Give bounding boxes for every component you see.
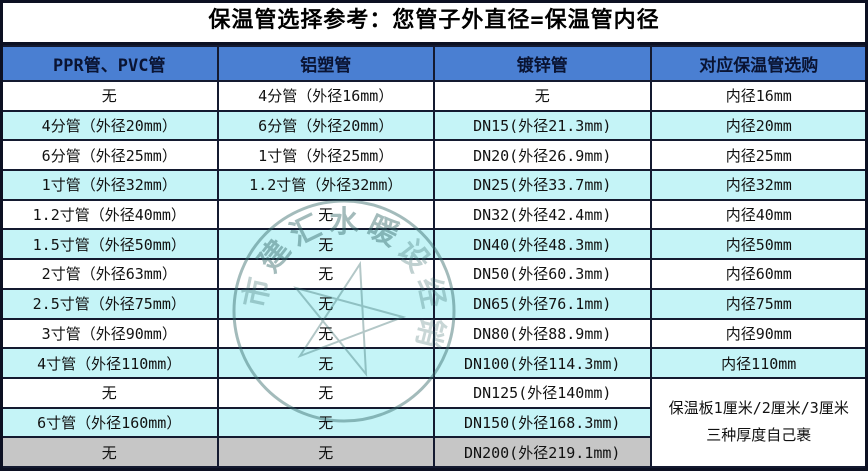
table-row: 无无 DN125(外径140mm) 保温板1厘米/2厘米/3厘米 三种厚度自己裹 (0, 376, 868, 469)
table-cell: 无 (216, 287, 435, 320)
table-cell: DN200(外径219.1mm) (433, 436, 652, 468)
table-row: 2寸管（外径63mm）无 DN50(外径60.3mm) 内径60mm (0, 258, 868, 290)
table-cell: DN32(外径42.4mm) (433, 198, 652, 231)
table-cell: 4寸管（外径110mm） (0, 347, 219, 379)
table-cell: DN40(外径48.3mm) (433, 228, 652, 261)
table-body: 无 4分管（外径16mm）无内径16mm 4分管（外径20mm） 6分管（外径20mm… (0, 80, 868, 469)
table-row: 1寸管（外径32mm） 1.2寸管（外径32mm） DN25(外径33.7mm) 内径… (0, 169, 868, 201)
header-insulation-pipe-selection: 对应保温管选购 (649, 45, 868, 82)
table-cell: 2.5寸管（外径75mm） (0, 287, 219, 320)
table-cell: DN15(外径21.3mm) (433, 109, 652, 142)
table-cell: 内径25mm (649, 139, 868, 172)
table-cell: DN125(外径140mm) (433, 376, 652, 409)
table-cell: 内径20mm (649, 109, 868, 142)
table-cell: 无 (216, 376, 435, 409)
header-ppr-pvc-pipe: PPR管、PVC管 (0, 45, 219, 82)
table-cell: 无 (0, 80, 219, 112)
table-cell: DN80(外径88.9mm) (433, 317, 652, 350)
table-cell: 3寸管（外径90mm） (0, 317, 219, 350)
table-cell: 1.5寸管（外径50mm） (0, 228, 219, 261)
table-cell: 无 (216, 436, 435, 468)
table-row: 6寸管（外径160mm）无 DN150(外径168.3mm) (0, 406, 867, 439)
table-cell: 1.2寸管（外径40mm） (0, 198, 219, 231)
table-cell: 1寸管（外径25mm） (216, 139, 435, 172)
table-cell: 内径50mm (649, 228, 868, 261)
table-row: 2.5寸管（外径75mm）无 DN65(外径76.1mm) 内径75mm (0, 287, 868, 320)
table-row: 无 4分管（外径16mm）无内径16mm (0, 80, 868, 112)
table-cell: 无 (216, 228, 435, 261)
table-cell: 无 (216, 406, 435, 439)
table-cell: 无 (216, 198, 435, 231)
table-cell: 1寸管（外径32mm） (0, 169, 219, 201)
table-cell: 无 (216, 258, 435, 290)
table-header: PPR管、PVC管 铝塑管 镀锌管 对应保温管选购 (0, 45, 868, 82)
table-cell: 无 (0, 436, 219, 468)
table-cell: 内径90mm (649, 317, 868, 350)
table-cell: DN65(外径76.1mm) (433, 287, 652, 320)
header-row: PPR管、PVC管 铝塑管 镀锌管 对应保温管选购 (0, 45, 868, 82)
table-cell: 内径60mm (649, 258, 868, 290)
table-row: 无无 DN200(外径219.1mm) (0, 436, 867, 468)
table-cell: 4分管（外径20mm） (0, 109, 219, 142)
table-cell: 内径16mm (649, 80, 868, 112)
table-cell: DN50(外径60.3mm) (433, 258, 652, 290)
table-cell: DN20(外径26.9mm) (433, 139, 652, 172)
table-row: 3寸管（外径90mm）无 DN80(外径88.9mm) 内径90mm (0, 317, 868, 350)
table-cell: DN25(外径33.7mm) (433, 169, 652, 201)
table-cell: 无 (0, 376, 219, 409)
table-cell: 无 (433, 80, 652, 112)
table-cell: 6分管（外径25mm） (0, 139, 219, 172)
header-galvanized-pipe: 镀锌管 (433, 45, 652, 82)
header-aluminum-plastic-pipe: 铝塑管 (216, 45, 435, 82)
note-cell: 保温板1厘米/2厘米/3厘米 三种厚度自己裹 (649, 376, 868, 469)
table-row: 1.5寸管（外径50mm）无 DN40(外径48.3mm) 内径50mm (0, 228, 868, 261)
table-cell: 内径110mm (649, 347, 868, 379)
table-cell: 内径75mm (649, 287, 868, 320)
table-row: 1.2寸管（外径40mm）无 DN32(外径42.4mm) 内径40mm (0, 198, 868, 231)
page-title: 保温管选择参考：您管子外直径=保温管内径 (0, 0, 868, 45)
table-cell: 2寸管（外径63mm） (0, 258, 219, 290)
table-cell: DN150(外径168.3mm) (433, 406, 652, 439)
table-cell: DN100(外径114.3mm) (433, 347, 652, 379)
table-cell: 6分管（外径20mm） (216, 109, 435, 142)
table-cell: 内径32mm (649, 169, 868, 201)
table-cell: 无 (216, 347, 435, 379)
table-cell: 内径40mm (649, 198, 868, 231)
table-cell: 无 (216, 317, 435, 350)
table-cell: 6寸管（外径160mm） (0, 406, 219, 439)
table-cell: 1.2寸管（外径32mm） (216, 169, 435, 201)
table-row: 4分管（外径20mm） 6分管（外径20mm） DN15(外径21.3mm) 内径20… (0, 109, 868, 142)
pipe-reference-table: PPR管、PVC管 铝塑管 镀锌管 对应保温管选购 无 4分管（外径16mm）无内… (0, 45, 868, 469)
table-row: 6分管（外径25mm） 1寸管（外径25mm） DN20(外径26.9mm) 内径25… (0, 139, 868, 172)
table-cell: 4分管（外径16mm） (216, 80, 435, 112)
table-row: 4寸管（外径110mm）无 DN100(外径114.3mm) 内径110mm (0, 347, 868, 379)
